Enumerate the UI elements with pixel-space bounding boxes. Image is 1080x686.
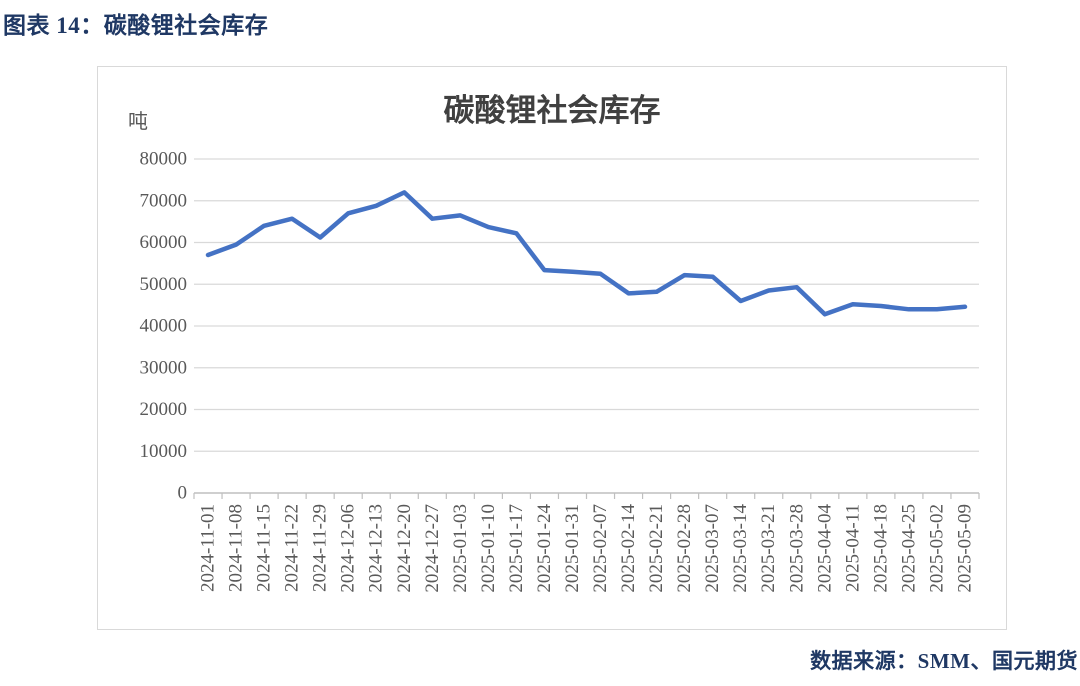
svg-text:2024-11-08: 2024-11-08 xyxy=(226,504,247,592)
svg-text:2024-12-06: 2024-12-06 xyxy=(338,504,359,593)
svg-text:2025-04-04: 2025-04-04 xyxy=(814,504,835,593)
svg-text:40000: 40000 xyxy=(140,316,188,337)
svg-text:0: 0 xyxy=(178,483,188,504)
svg-text:2025-04-11: 2025-04-11 xyxy=(842,504,863,592)
chart-container: 碳酸锂社会库存 吨 0 10000 20000 30000 40000 50000 6000… xyxy=(97,66,1007,630)
svg-text:2024-11-29: 2024-11-29 xyxy=(310,504,331,592)
svg-text:2025-01-10: 2025-01-10 xyxy=(478,504,499,593)
svg-text:2024-11-22: 2024-11-22 xyxy=(282,504,303,592)
svg-text:2025-01-24: 2025-01-24 xyxy=(534,504,555,593)
svg-text:2025-03-14: 2025-03-14 xyxy=(730,504,751,593)
svg-text:2024-12-20: 2024-12-20 xyxy=(394,504,415,593)
svg-text:2024-12-27: 2024-12-27 xyxy=(422,504,443,593)
svg-text:80000: 80000 xyxy=(140,149,188,170)
svg-text:2024-11-01: 2024-11-01 xyxy=(198,504,219,592)
svg-text:2025-04-25: 2025-04-25 xyxy=(898,504,919,593)
chart-title: 碳酸锂社会库存 xyxy=(443,93,661,128)
svg-text:2025-01-03: 2025-01-03 xyxy=(450,504,471,593)
svg-text:2025-05-09: 2025-05-09 xyxy=(954,504,975,593)
svg-text:10000: 10000 xyxy=(140,441,188,462)
svg-text:2025-02-14: 2025-02-14 xyxy=(618,504,639,593)
svg-text:30000: 30000 xyxy=(140,357,188,378)
svg-text:2025-05-02: 2025-05-02 xyxy=(926,504,947,593)
figure-caption: 图表 14：碳酸锂社会库存 xyxy=(3,13,269,38)
svg-text:2024-11-15: 2024-11-15 xyxy=(254,504,275,592)
svg-text:2024-12-13: 2024-12-13 xyxy=(366,504,387,593)
y-axis-unit-label: 吨 xyxy=(128,111,148,133)
svg-text:50000: 50000 xyxy=(140,274,188,295)
svg-text:20000: 20000 xyxy=(140,399,188,420)
svg-text:2025-03-28: 2025-03-28 xyxy=(786,504,807,593)
svg-text:70000: 70000 xyxy=(140,190,188,211)
svg-text:2025-01-31: 2025-01-31 xyxy=(562,504,583,593)
data-source: 数据来源：SMM、国元期货 xyxy=(810,649,1078,673)
line-chart-plot: 0 10000 20000 30000 40000 50000 60000 70000 8000… xyxy=(140,149,980,593)
svg-text:2025-03-21: 2025-03-21 xyxy=(758,504,779,593)
svg-text:2025-02-21: 2025-02-21 xyxy=(646,504,667,593)
svg-text:2025-02-28: 2025-02-28 xyxy=(674,504,695,593)
svg-text:2025-02-07: 2025-02-07 xyxy=(590,504,611,593)
svg-text:2025-01-17: 2025-01-17 xyxy=(506,504,527,593)
svg-text:2025-04-18: 2025-04-18 xyxy=(870,504,891,593)
svg-text:2025-03-07: 2025-03-07 xyxy=(702,504,723,593)
svg-text:60000: 60000 xyxy=(140,232,188,253)
